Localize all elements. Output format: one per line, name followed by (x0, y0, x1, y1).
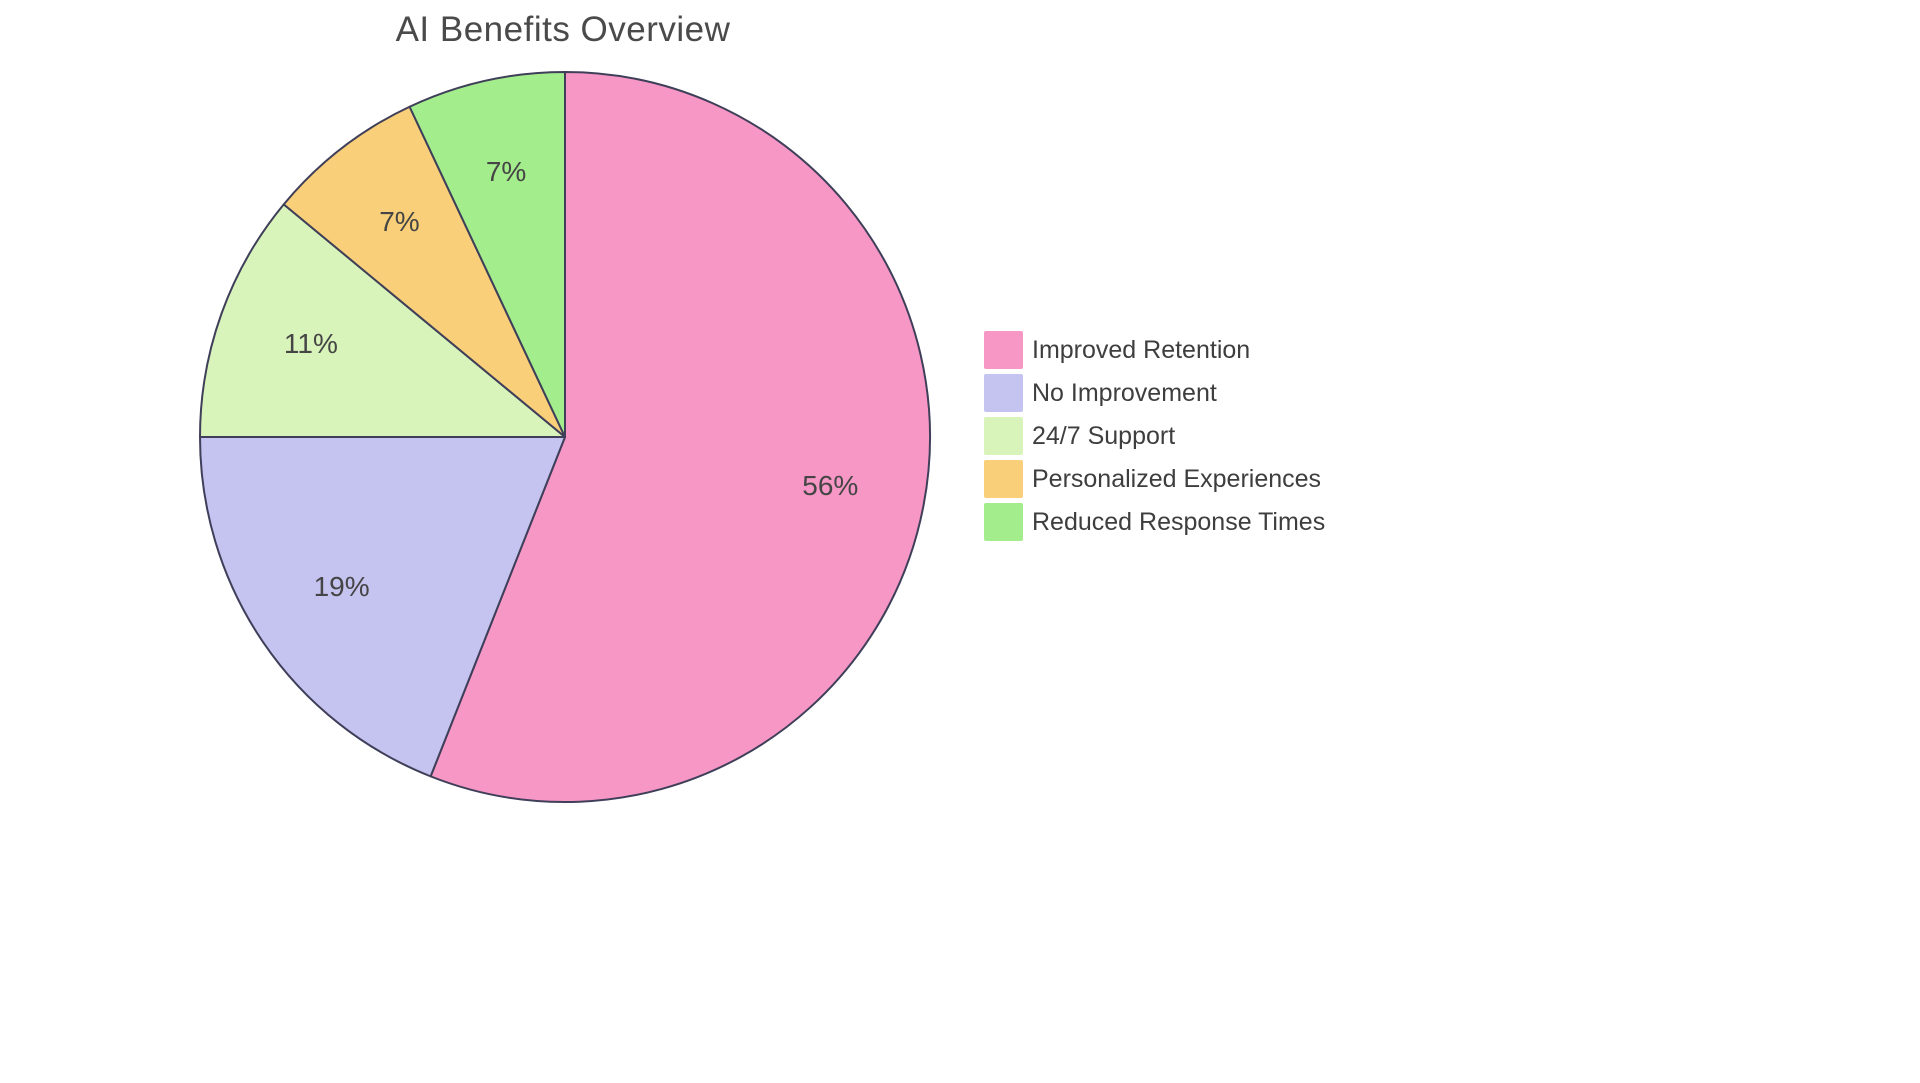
legend-label: Personalized Experiences (1032, 464, 1322, 493)
legend-item-0[interactable]: Improved Retention (984, 331, 1325, 369)
slice-percent-label: 7% (486, 156, 526, 187)
chart-title: AI Benefits Overview (395, 10, 731, 49)
legend-label: Improved Retention (1032, 335, 1251, 364)
slice-percent-label: 19% (314, 571, 370, 602)
pie-slice-3[interactable] (282, 105, 566, 438)
slice-percent-label: 56% (802, 470, 858, 501)
slice-percent-label: 11% (284, 328, 338, 359)
legend-swatch (984, 503, 1023, 541)
legend-item-2[interactable]: 24/7 Support (984, 417, 1325, 455)
legend-swatch (984, 460, 1023, 498)
slice-percent-label: 7% (379, 206, 419, 237)
legend-label: Reduced Response Times (1032, 507, 1326, 536)
legend: Improved Retention No Improvement 24/7 Sup… (984, 331, 1325, 541)
pie-slice-2[interactable] (199, 203, 566, 438)
legend-swatch (984, 417, 1023, 455)
legend-item-4[interactable]: Reduced Response Times (984, 503, 1325, 541)
pie-slice-0[interactable] (429, 71, 931, 803)
legend-label: 24/7 Support (1032, 421, 1176, 450)
legend-swatch (984, 331, 1023, 369)
legend-swatch (984, 374, 1023, 412)
legend-item-3[interactable]: Personalized Experiences (984, 460, 1325, 498)
pie-slice-1[interactable] (199, 436, 566, 778)
pie-slice-4[interactable] (408, 71, 566, 438)
legend-label: No Improvement (1032, 378, 1217, 407)
legend-item-1[interactable]: No Improvement (984, 374, 1325, 412)
